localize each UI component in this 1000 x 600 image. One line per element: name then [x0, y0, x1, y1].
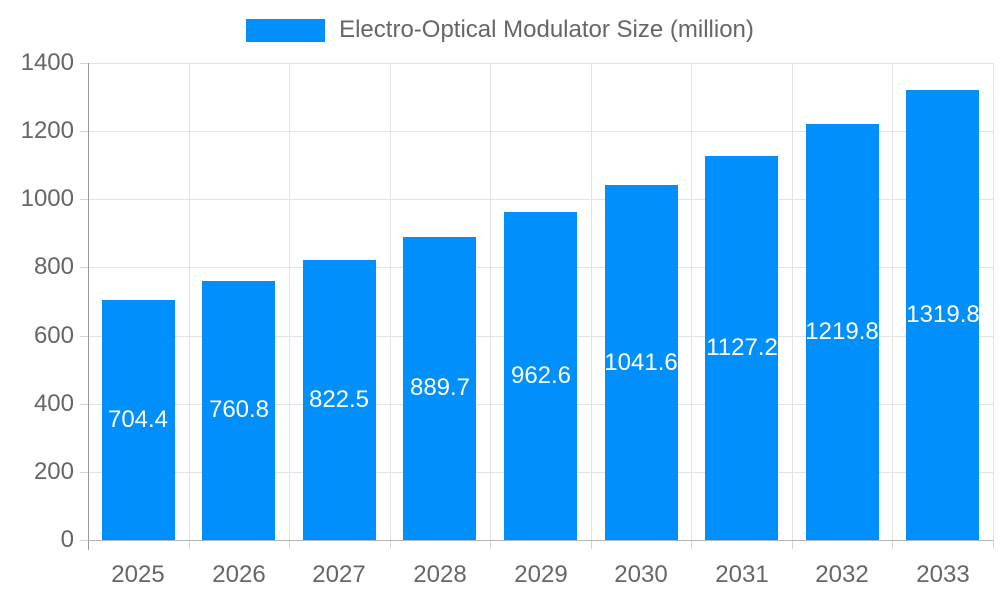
v-gridline — [289, 63, 290, 540]
y-axis-tick — [80, 131, 88, 132]
v-gridline — [189, 63, 190, 540]
y-axis-tick — [80, 404, 88, 405]
x-axis-tick-label: 2030 — [614, 561, 668, 588]
bar-value-label: 1319.8 — [906, 301, 980, 328]
bar-value-label: 760.8 — [208, 396, 270, 423]
v-gridline — [892, 63, 893, 540]
x-axis-line — [88, 540, 993, 541]
x-axis-tick-label: 2025 — [111, 561, 165, 588]
legend-label: Electro-Optical Modulator Size (million) — [339, 16, 754, 43]
bar — [102, 300, 175, 540]
bar-value-label: 1219.8 — [805, 318, 879, 345]
y-axis-tick-label: 800 — [33, 253, 74, 280]
x-axis-tick — [792, 540, 793, 549]
v-gridline — [591, 63, 592, 540]
bar-value-label: 889.7 — [409, 374, 471, 401]
h-gridline — [88, 63, 993, 64]
legend[interactable]: Electro-Optical Modulator Size (million) — [0, 16, 1000, 44]
y-axis-tick-label: 200 — [33, 458, 74, 485]
x-axis-tick — [490, 540, 491, 549]
y-axis-tick-label: 1200 — [20, 117, 74, 144]
bar — [403, 237, 476, 540]
bar-value-label: 1041.6 — [604, 349, 678, 376]
bar-value-label: 962.6 — [510, 362, 572, 389]
x-axis-tick-label: 2029 — [514, 561, 568, 588]
x-axis-tick-label: 2028 — [413, 561, 467, 588]
x-axis-tick — [591, 540, 592, 549]
y-axis-tick-label: 1400 — [20, 49, 74, 76]
x-axis-tick-label: 2026 — [212, 561, 266, 588]
x-axis-tick — [390, 540, 391, 549]
x-axis-tick — [892, 540, 893, 549]
x-axis-tick-label: 2031 — [715, 561, 769, 588]
x-axis-tick-label: 2027 — [312, 561, 366, 588]
bar — [705, 156, 778, 540]
y-axis-line — [88, 63, 89, 550]
bar-value-label: 704.4 — [107, 406, 169, 433]
y-axis-tick — [80, 199, 88, 200]
x-axis-tick — [691, 540, 692, 549]
bar-value-label: 1127.2 — [706, 334, 778, 361]
v-gridline — [490, 63, 491, 540]
x-axis-tick-label: 2032 — [815, 561, 869, 588]
y-axis-tick — [80, 63, 88, 64]
bar — [202, 281, 275, 540]
v-gridline — [792, 63, 793, 540]
legend-swatch — [246, 18, 326, 42]
x-axis-tick — [189, 540, 190, 549]
y-axis-tick — [80, 472, 88, 473]
x-axis-tick-label: 2033 — [916, 561, 970, 588]
y-axis-tick-label: 1000 — [20, 185, 74, 212]
bar-value-label: 822.5 — [308, 386, 370, 413]
y-axis-tick — [80, 336, 88, 337]
x-axis-tick — [289, 540, 290, 549]
h-gridline — [88, 131, 993, 132]
v-gridline — [390, 63, 391, 540]
v-gridline — [993, 63, 994, 540]
bar — [806, 124, 879, 540]
bar — [906, 90, 979, 540]
bar — [504, 212, 577, 540]
v-gridline — [691, 63, 692, 540]
y-axis-tick — [80, 267, 88, 268]
bar — [605, 185, 678, 540]
y-axis-tick-label: 600 — [33, 322, 74, 349]
bar — [303, 260, 376, 540]
y-axis-tick — [80, 540, 88, 541]
y-axis-tick-label: 400 — [33, 390, 74, 417]
x-axis-tick — [993, 540, 994, 549]
h-gridline — [88, 199, 993, 200]
y-axis-tick-label: 0 — [60, 526, 74, 553]
